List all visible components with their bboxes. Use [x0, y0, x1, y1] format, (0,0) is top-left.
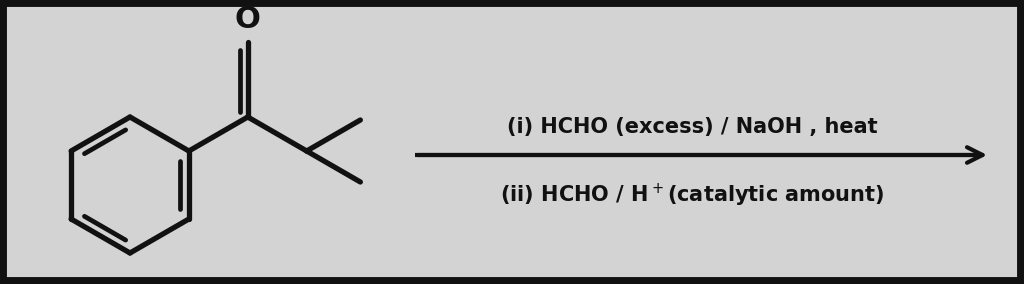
Text: (ii) HCHO / H$^+$(catalytic amount): (ii) HCHO / H$^+$(catalytic amount) [501, 181, 885, 209]
Text: O: O [234, 5, 261, 34]
Text: (i) HCHO (excess) / NaOH , heat: (i) HCHO (excess) / NaOH , heat [507, 117, 878, 137]
